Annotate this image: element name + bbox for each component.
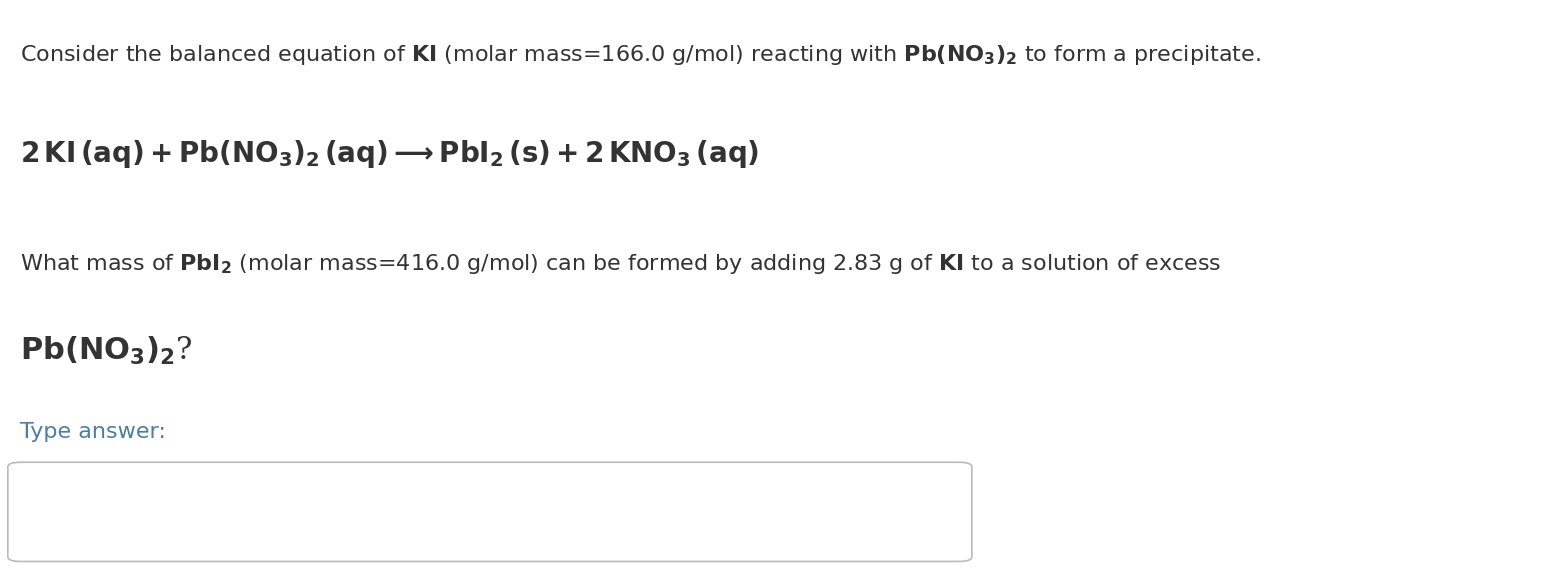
Text: Consider the balanced equation of $\bf{KI}$ (molar mass=166.0 g/mol) reacting wi: Consider the balanced equation of $\bf{K…: [20, 43, 1261, 67]
Text: $\mathbf{2\,KI\,(aq) + Pb(NO_3)_2\,(aq) \longrightarrow PbI_2\,(s) + 2\,KNO_3\,(: $\mathbf{2\,KI\,(aq) + Pb(NO_3)_2\,(aq) …: [20, 139, 759, 171]
Text: Type answer:: Type answer:: [20, 422, 166, 442]
Text: What mass of $\mathbf{PbI_2}$ (molar mass=416.0 g/mol) can be formed by adding 2: What mass of $\mathbf{PbI_2}$ (molar mas…: [20, 252, 1222, 276]
Text: $\mathbf{Pb(NO_3)_2}$?: $\mathbf{Pb(NO_3)_2}$?: [20, 335, 192, 367]
FancyBboxPatch shape: [8, 462, 972, 561]
